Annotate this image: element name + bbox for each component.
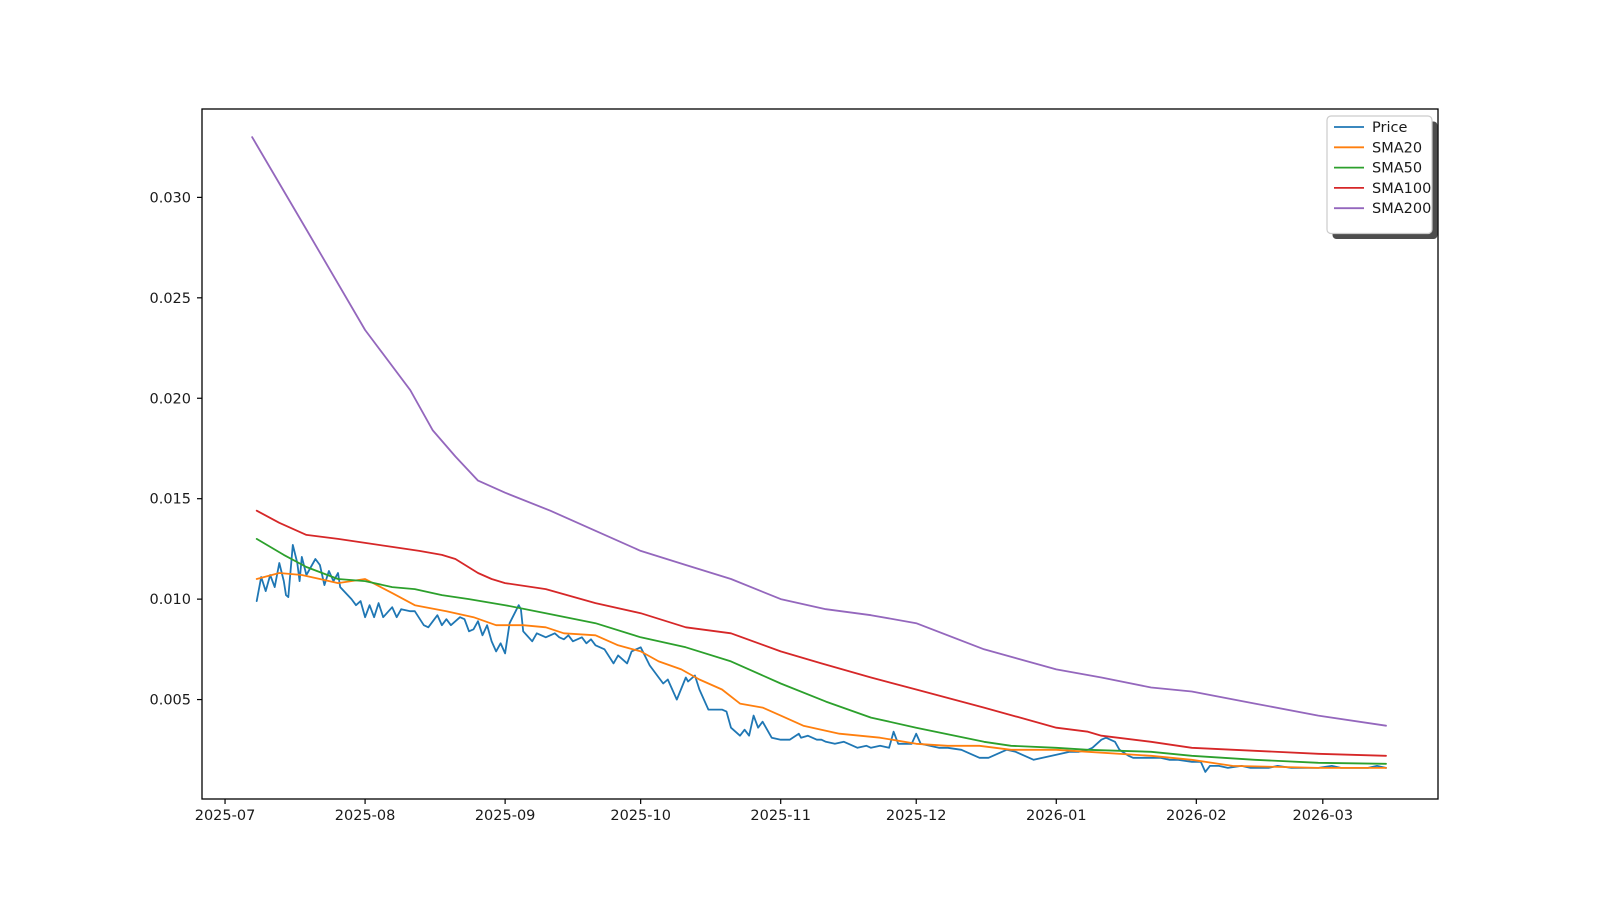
x-axis-tick-label: 2025-07 [195, 808, 256, 824]
legend-label: SMA200 [1372, 201, 1431, 217]
x-axis-tick-label: 2025-11 [750, 808, 811, 824]
series-line-price [255, 544, 1387, 773]
legend-item: SMA20 [1334, 140, 1422, 156]
legend-item: SMA50 [1334, 161, 1422, 177]
x-axis-tick-label: 2025-09 [475, 808, 536, 824]
x-axis-tick-label: 2026-03 [1293, 808, 1354, 824]
series-line-sma200 [251, 136, 1387, 727]
legend-label: SMA50 [1372, 161, 1422, 177]
legend-box [1326, 115, 1433, 235]
y-axis-tick-label: 0.020 [149, 391, 191, 407]
legend-item: Price [1334, 120, 1407, 136]
legend: Price SMA20 SMA50 SMA100 SMA200 [1326, 115, 1438, 239]
legend-item: SMA100 [1334, 181, 1431, 197]
series-line-sma50 [255, 538, 1387, 765]
y-axis-tick-label: 0.025 [149, 291, 191, 307]
y-axis-tick-label: 0.010 [149, 592, 191, 608]
legend-label: SMA20 [1372, 140, 1422, 156]
x-axis-tick-label: 2026-02 [1166, 808, 1227, 824]
x-axis-tick-label: 2025-10 [610, 808, 671, 824]
x-axis: 2025-07 2025-08 2025-09 2025-10 2025-11 2025-… [195, 799, 1353, 824]
y-axis-tick-label: 0.005 [149, 693, 191, 709]
legend-label: Price [1372, 120, 1407, 136]
legend-item: SMA200 [1334, 201, 1431, 217]
plot-border [201, 108, 1439, 800]
series-line-sma20 [255, 572, 1387, 769]
y-axis-tick-label: 0.030 [149, 190, 191, 206]
x-axis-tick-label: 2025-08 [335, 808, 396, 824]
x-axis-tick-label: 2026-01 [1026, 808, 1087, 824]
x-axis-tick-label: 2025-12 [886, 808, 947, 824]
y-axis: 0.005 0.010 0.015 0.020 0.025 0.030 [149, 190, 202, 709]
y-axis-tick-label: 0.015 [149, 492, 191, 508]
series-lines [251, 136, 1387, 773]
legend-label: SMA100 [1372, 181, 1431, 197]
series-line-sma100 [255, 509, 1387, 757]
